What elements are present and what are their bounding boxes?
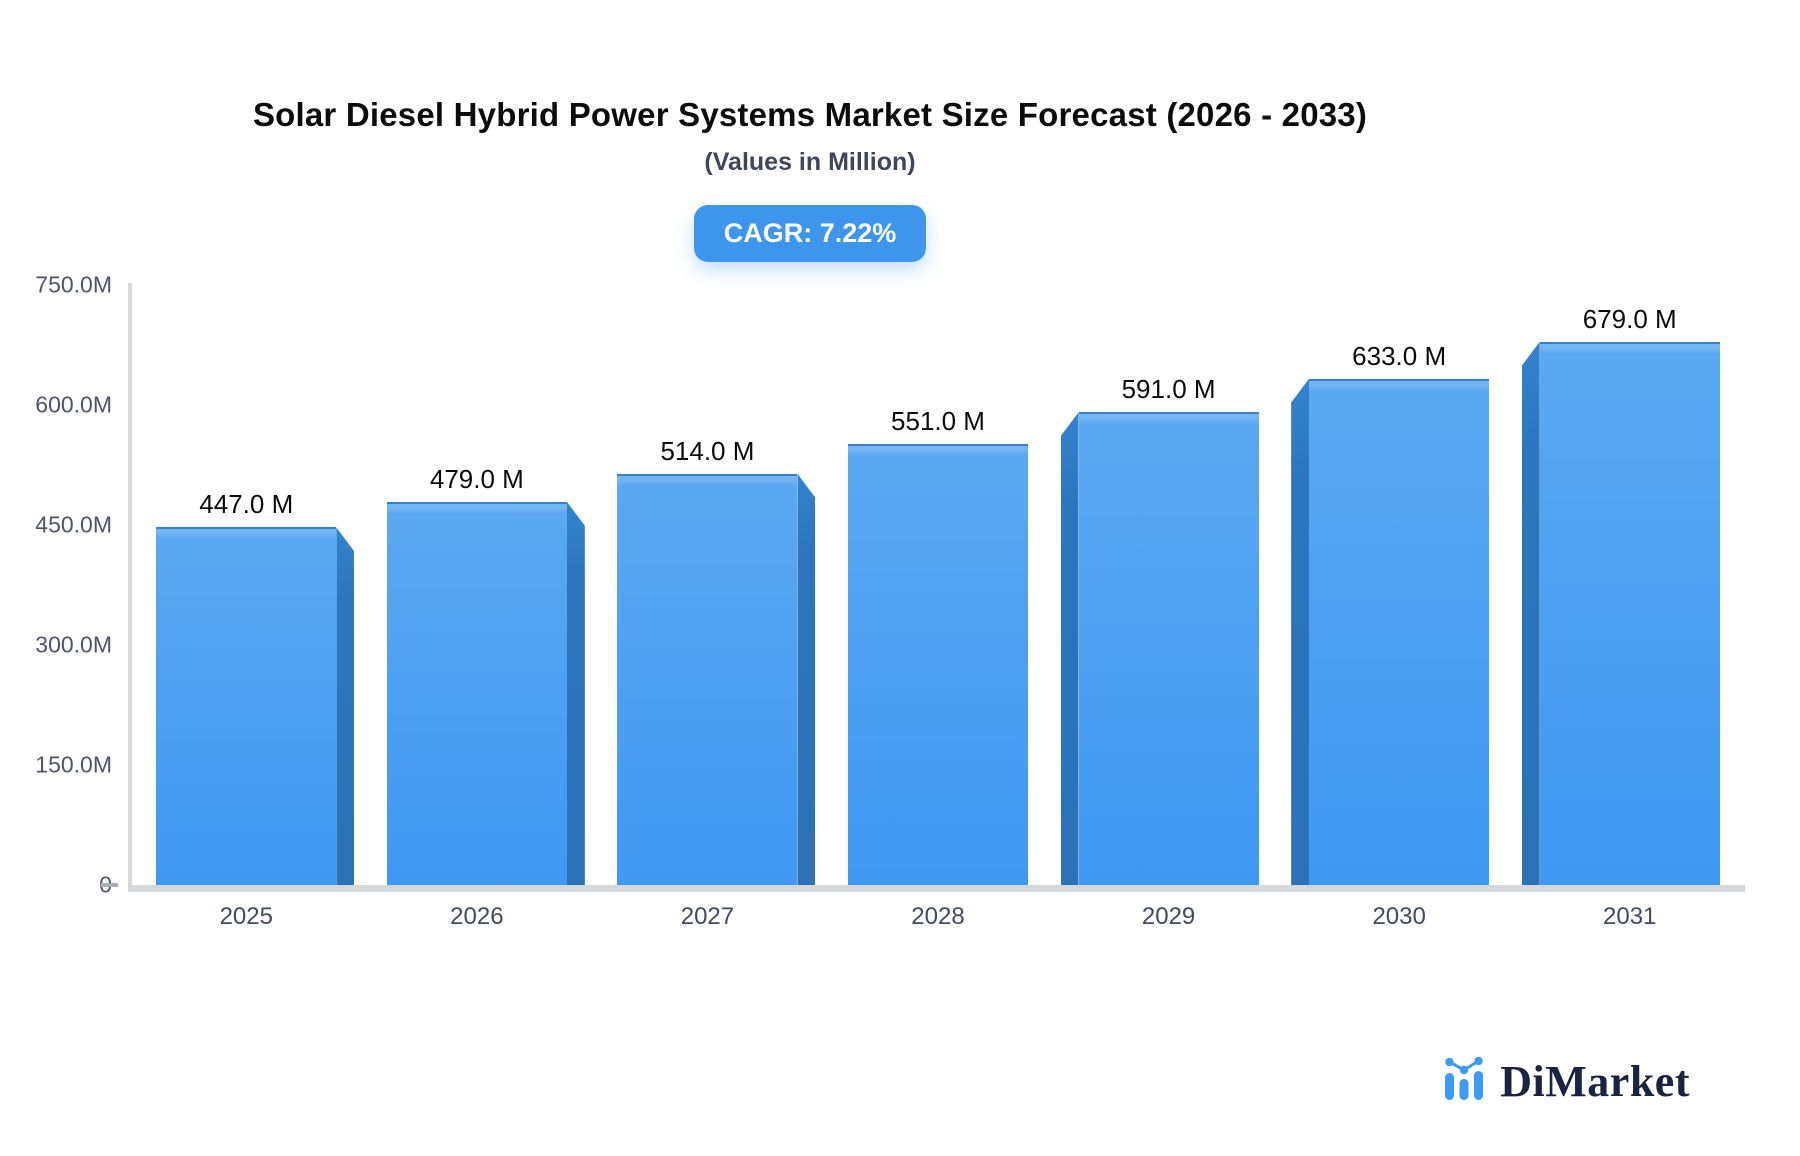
bar-value-label: 633.0 M	[1352, 340, 1447, 371]
chart-subtitle: (Values in Million)	[704, 148, 916, 176]
x-axis-category-label: 2031	[1603, 903, 1657, 930]
bar-3d-side-2026	[566, 501, 585, 885]
zero-tick-mark	[101, 883, 118, 887]
bar-3d-side-2031	[1521, 341, 1540, 885]
bar-3d-side-2027	[797, 473, 816, 885]
logo-wordmark: DiMarket	[1500, 1057, 1690, 1106]
chart-header: Solar Diesel Hybrid Power Systems Market…	[0, 0, 1620, 262]
bar-value-label: 514.0 M	[660, 435, 755, 466]
y-axis-tick-label: 600.0M	[35, 391, 112, 418]
x-axis-category-label: 2025	[219, 903, 273, 930]
bar-2029[interactable]	[1078, 412, 1259, 885]
x-axis-baseline	[128, 885, 1745, 892]
y-axis-tick-label: 150.0M	[35, 751, 112, 778]
bar-2025[interactable]	[156, 527, 337, 885]
chart-title: Solar Diesel Hybrid Power Systems Market…	[252, 96, 1368, 133]
bar-value-label: 551.0 M	[891, 406, 985, 437]
bar-chart-trend-icon	[1440, 1055, 1488, 1108]
bar-3d-side-2030	[1291, 378, 1310, 885]
bar-2031[interactable]	[1539, 341, 1720, 885]
y-axis-tick-label: 0	[2, 872, 112, 899]
x-axis-category-label: 2029	[1141, 903, 1196, 930]
dimarket-logo: DiMarket	[1440, 1055, 1690, 1108]
x-axis-category-label: 2026	[450, 903, 504, 930]
bar-3d-side-2025	[336, 527, 355, 885]
x-axis-category-label: 2030	[1372, 903, 1426, 930]
x-axis-category-label: 2027	[680, 903, 735, 930]
y-axis-line	[128, 283, 132, 892]
bar-value-label: 447.0 M	[199, 489, 294, 520]
bar-2028[interactable]	[848, 444, 1028, 885]
bar-3d-side-2029	[1060, 412, 1079, 885]
cagr-badge: CAGR: 7.22%	[693, 205, 927, 262]
bar-2026[interactable]	[386, 501, 567, 885]
y-axis-tick-label: 300.0M	[35, 631, 112, 658]
bar-value-label: 479.0 M	[429, 463, 524, 494]
bar-value-label: 679.0 M	[1582, 303, 1677, 334]
bar-2030[interactable]	[1309, 378, 1490, 885]
bar-2027[interactable]	[617, 473, 798, 885]
bar-value-label: 591.0 M	[1121, 374, 1216, 405]
x-axis-category-label: 2028	[911, 903, 965, 930]
y-axis-tick-label: 750.0M	[35, 271, 112, 298]
y-axis-tick-label: 450.0M	[35, 511, 112, 538]
